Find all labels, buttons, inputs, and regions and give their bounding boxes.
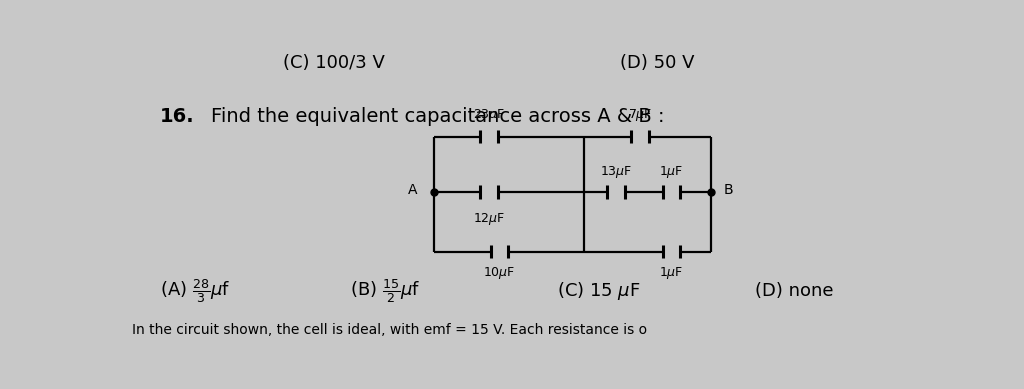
- Text: 16.: 16.: [160, 107, 195, 126]
- Text: (C) 100/3 V: (C) 100/3 V: [283, 54, 385, 72]
- Text: (D) 50 V: (D) 50 V: [620, 54, 694, 72]
- Text: 1$\mu$F: 1$\mu$F: [659, 164, 684, 180]
- Text: 13$\mu$F: 13$\mu$F: [600, 164, 632, 180]
- Text: B: B: [723, 184, 733, 198]
- Text: 12$\mu$F: 12$\mu$F: [473, 212, 505, 228]
- Text: (A) $\frac{28}{3}$$\mu$f: (A) $\frac{28}{3}$$\mu$f: [160, 277, 230, 305]
- Text: 1$\mu$F: 1$\mu$F: [659, 265, 684, 281]
- Text: 23$\mu$F: 23$\mu$F: [473, 107, 505, 123]
- Text: A: A: [409, 184, 418, 198]
- Text: 10$\mu$F: 10$\mu$F: [483, 265, 515, 281]
- Text: (C) 15 $\mu$F: (C) 15 $\mu$F: [557, 280, 640, 302]
- Text: In the circuit shown, the cell is ideal, with emf = 15 V. Each resistance is o: In the circuit shown, the cell is ideal,…: [132, 323, 647, 337]
- Text: (D) none: (D) none: [755, 282, 834, 300]
- Text: 7$\mu$F: 7$\mu$F: [628, 107, 652, 123]
- Text: (B) $\frac{15}{2}$$\mu$f: (B) $\frac{15}{2}$$\mu$f: [350, 277, 421, 305]
- Text: Find the equivalent capacitance across A & B :: Find the equivalent capacitance across A…: [211, 107, 665, 126]
